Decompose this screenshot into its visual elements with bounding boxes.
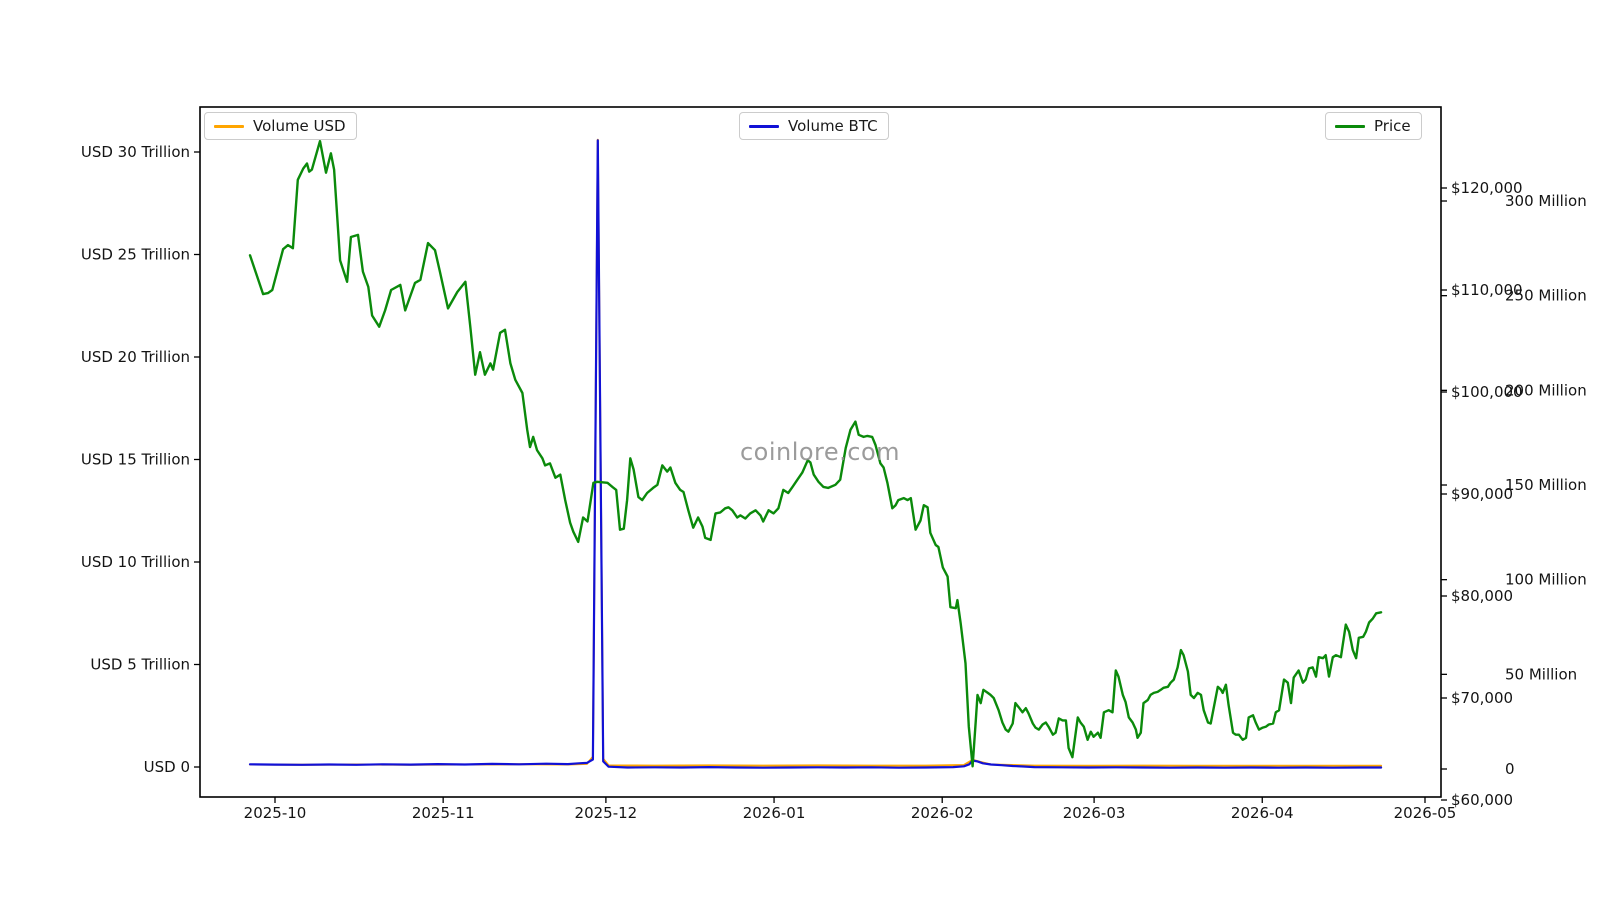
volume-btc-line-swatch — [749, 124, 779, 128]
million-tick-label: 50 Million — [1505, 665, 1577, 683]
price-tick-label: $70,000 — [1451, 689, 1513, 707]
y-axis-left-volume-usd: USD 0 USD 5 Trillion USD 10 Trillion USD 15… — [81, 143, 200, 776]
price-line — [248, 139, 1383, 768]
left-tick-label: USD 30 Trillion — [81, 143, 190, 161]
legend-volume-usd-label: Volume USD — [253, 117, 346, 135]
x-tick-label: 2026-01 — [743, 804, 806, 822]
y-axis-right-volume-btc: 0 50 Million 100 Million 150 Million 200 Mil… — [1441, 192, 1587, 778]
x-axis: 2025-10 2025-11 2025-12 2026-01 2026-02 2026-… — [244, 797, 1457, 822]
x-tick-label: 2025-12 — [575, 804, 638, 822]
legend-volume-usd: Volume USD — [204, 112, 357, 140]
legend-price-label: Price — [1374, 117, 1411, 135]
million-tick-label: 250 Million — [1505, 287, 1587, 305]
left-tick-label: USD 20 Trillion — [81, 348, 190, 366]
plot-frame — [199, 106, 1442, 798]
price-tick-label: $80,000 — [1451, 587, 1513, 605]
legend-price: Price — [1325, 112, 1422, 140]
left-tick-label: USD 5 Trillion — [90, 656, 190, 674]
price-tick-label: $90,000 — [1451, 485, 1513, 503]
x-tick-label: 2026-05 — [1394, 804, 1457, 822]
million-tick-label: 100 Million — [1505, 571, 1587, 589]
x-tick-label: 2026-02 — [911, 804, 974, 822]
volume-usd-line-swatch — [214, 124, 244, 128]
legend-volume-btc-label: Volume BTC — [788, 117, 878, 135]
price-line-swatch — [1335, 124, 1365, 128]
price-tick-label: $120,000 — [1451, 179, 1523, 197]
legend-volume-btc: Volume BTC — [739, 112, 889, 140]
left-tick-label: USD 0 — [144, 758, 190, 776]
x-tick-label: 2026-04 — [1231, 804, 1294, 822]
million-tick-label: 300 Million — [1505, 192, 1587, 210]
million-tick-label: 200 Million — [1505, 381, 1587, 399]
left-tick-label: USD 15 Trillion — [81, 451, 190, 469]
x-tick-label: 2026-03 — [1063, 804, 1126, 822]
left-tick-label: USD 25 Trillion — [81, 246, 190, 264]
x-tick-label: 2025-11 — [412, 804, 475, 822]
price-tick-label: $60,000 — [1451, 791, 1513, 809]
volume-btc-line — [248, 139, 1383, 769]
million-tick-label: 150 Million — [1505, 476, 1587, 494]
watermark: coinlore.com — [739, 438, 901, 466]
left-tick-label: USD 10 Trillion — [81, 553, 190, 571]
x-tick-label: 2025-10 — [244, 804, 307, 822]
y-axis-right-price: $60,000 $70,000 $80,000 $90,000 $100,000 $110… — [1441, 179, 1523, 809]
million-tick-label: 0 — [1505, 760, 1515, 778]
price-tick-label: $110,000 — [1451, 281, 1523, 299]
price-tick-label: $100,000 — [1451, 383, 1523, 401]
